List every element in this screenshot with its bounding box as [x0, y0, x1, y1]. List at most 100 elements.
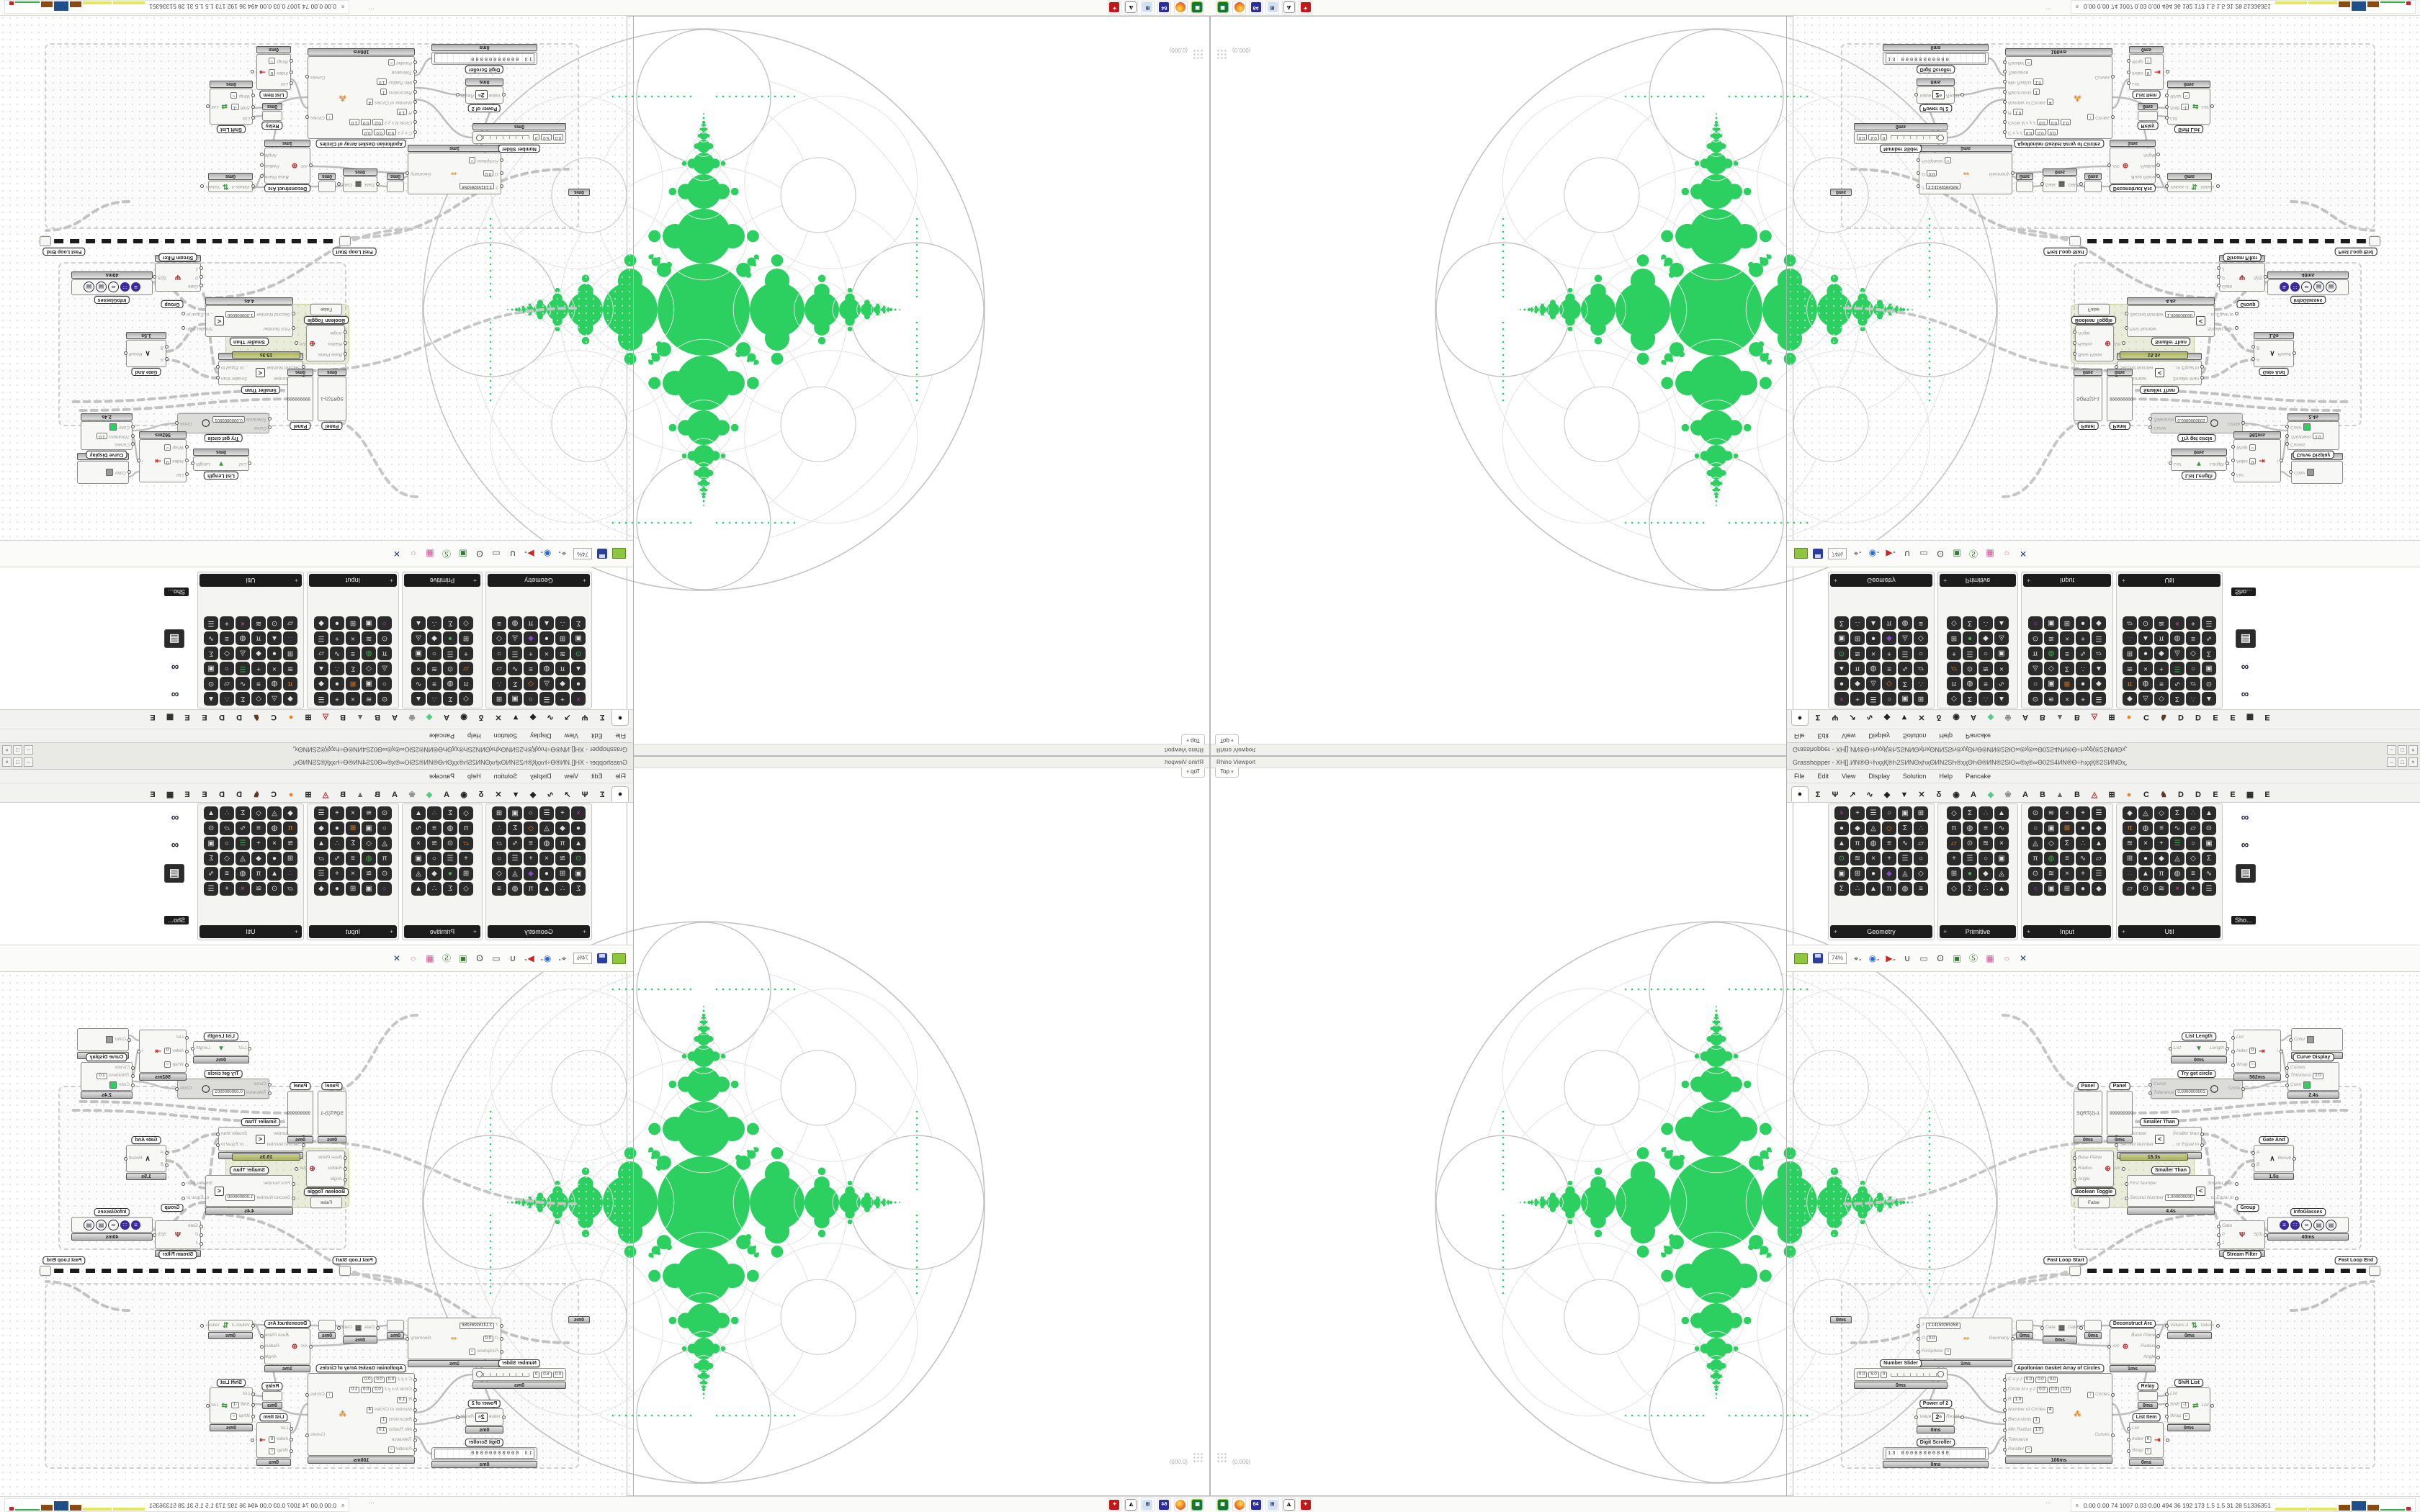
infoglasses-widget-icon[interactable]: ∞: [171, 811, 179, 824]
component-icon[interactable]: π: [1850, 837, 1865, 850]
menu-view[interactable]: View: [1842, 732, 1856, 739]
component-icon[interactable]: ☰: [508, 647, 522, 660]
menu-pancake[interactable]: Pancake: [1965, 732, 1991, 739]
toolbar-icon[interactable]: ▭: [1919, 953, 1928, 963]
component-icon[interactable]: ○: [2028, 822, 2043, 835]
gh-node[interactable]: SQRT(2)-1: [318, 1091, 346, 1135]
node-label[interactable]: Apollonian Gasket Array of Circles: [2013, 1364, 2105, 1372]
component-icon[interactable]: ×: [2138, 837, 2153, 850]
menu-help[interactable]: Help: [467, 732, 481, 739]
component-icon[interactable]: ◍: [508, 616, 522, 630]
component-icon[interactable]: ▱: [2123, 882, 2137, 896]
panel-label[interactable]: + Util: [200, 574, 302, 587]
component-icon[interactable]: ▲: [2138, 867, 2153, 881]
node-canvas[interactable]: List ▼ Length List Length 0ms List Index 0 Wrap ○…: [0, 972, 633, 1496]
gh-node[interactable]: 0.0 5.0 0: [472, 131, 566, 144]
component-icon[interactable]: ∿: [236, 677, 250, 690]
node-label[interactable]: Deconstruct Arc: [2109, 184, 2156, 192]
component-icon[interactable]: Σ: [443, 616, 457, 630]
toolbar-icon[interactable]: ▣: [1953, 953, 1961, 963]
component-icon[interactable]: π: [251, 867, 266, 881]
component-icon[interactable]: +: [2186, 616, 2200, 630]
component-icon[interactable]: ○: [1978, 647, 1993, 660]
component-icon[interactable]: ≋: [1850, 852, 1865, 865]
category-tab-3[interactable]: ↗: [1849, 791, 1856, 799]
category-tab-7[interactable]: ✕: [495, 713, 502, 721]
component-icon[interactable]: ▣: [411, 647, 426, 660]
component-icon[interactable]: ▣: [2044, 822, 2058, 835]
component-icon[interactable]: ⊞: [1850, 631, 1865, 645]
component-icon[interactable]: ◍: [362, 852, 376, 865]
component-icon[interactable]: ⊙: [1834, 647, 1849, 660]
component-icon[interactable]: ▲: [411, 616, 426, 630]
component-icon[interactable]: ◬: [2170, 852, 2184, 865]
component-icon[interactable]: ∴: [2076, 662, 2090, 675]
component-icon[interactable]: ▲: [571, 662, 586, 675]
category-tab-9[interactable]: ◉: [460, 713, 467, 721]
close-icon[interactable]: ×: [2408, 757, 2418, 767]
component-icon[interactable]: ◆: [1850, 677, 1865, 690]
toolbar-icon[interactable]: ⌖: [1852, 953, 1863, 964]
component-icon[interactable]: ☰: [204, 882, 218, 896]
component-icon[interactable]: ☰: [2092, 692, 2106, 706]
category-tab-14[interactable]: B: [2040, 791, 2045, 799]
component-icon[interactable]: Σ: [1898, 677, 1912, 690]
component-icon[interactable]: ◍: [539, 837, 554, 850]
component-icon[interactable]: ▣: [1834, 631, 1849, 645]
menu-display[interactable]: Display: [1868, 732, 1890, 739]
component-icon[interactable]: ⊙: [443, 662, 457, 675]
component-icon[interactable]: ◬: [2028, 662, 2043, 675]
category-tab-19[interactable]: ●: [288, 713, 294, 721]
component-icon[interactable]: ▱: [2092, 852, 2106, 865]
component-icon[interactable]: ⊙: [2138, 882, 2153, 896]
node-label[interactable]: Panel: [2077, 1082, 2099, 1090]
node-label[interactable]: Smaller Than: [241, 1118, 280, 1126]
gh-node[interactable]: List Index 0 Wrap ○ ⇥ i: [256, 54, 291, 90]
component-icon[interactable]: ≡: [2060, 852, 2074, 865]
component-icon[interactable]: ≋: [2123, 662, 2137, 675]
infoglasses-widget-icon[interactable]: ▤: [2236, 864, 2256, 883]
component-icon[interactable]: ◇: [524, 822, 538, 835]
node-label[interactable]: Panel: [290, 1082, 311, 1090]
gh-node[interactable]: Values A ⇅ Values: [205, 181, 253, 192]
component-icon[interactable]: ◍: [508, 882, 522, 896]
gh-node[interactable]: ≡ ∷ ∞ ▤ ▤: [2267, 1217, 2349, 1233]
gh-node[interactable]: [2084, 181, 2102, 192]
component-icon[interactable]: +: [1947, 852, 1961, 865]
category-tab-12[interactable]: ❀: [408, 791, 416, 799]
component-icon[interactable]: ◬: [2028, 837, 2043, 850]
component-icon[interactable]: ≡: [2186, 631, 2200, 645]
minimize-icon[interactable]: –: [24, 757, 33, 767]
component-icon[interactable]: +: [2076, 631, 2090, 645]
gh-node[interactable]: [40, 1266, 51, 1276]
component-icon[interactable]: ×: [1994, 662, 2009, 675]
component-icon[interactable]: ◬: [411, 867, 426, 881]
component-icon[interactable]: ○: [2186, 662, 2200, 675]
node-label[interactable]: InfoGlasses: [94, 1208, 130, 1216]
gh-node[interactable]: Base Plane Radius Angle ⊕ Arc: [300, 325, 345, 361]
component-icon[interactable]: Σ: [571, 616, 586, 630]
component-icon[interactable]: ≡: [1914, 616, 1928, 630]
component-icon[interactable]: ⊞: [492, 692, 506, 706]
node-label[interactable]: List Item: [2132, 91, 2161, 99]
component-icon[interactable]: Σ: [508, 822, 522, 835]
menu-display[interactable]: Display: [530, 732, 552, 739]
category-tab-26[interactable]: ▦: [2246, 713, 2254, 721]
component-icon[interactable]: ∴: [1978, 882, 1993, 896]
toolbar-icon[interactable]: ▶: [1885, 548, 1896, 559]
component-icon[interactable]: ◍: [2044, 852, 2058, 865]
component-icon[interactable]: ▣: [362, 616, 376, 630]
category-tab-13[interactable]: A: [2022, 713, 2028, 721]
component-icon[interactable]: ◍: [1963, 677, 1977, 690]
component-icon[interactable]: ⊙: [2202, 677, 2216, 690]
component-icon[interactable]: ●: [1963, 631, 1977, 645]
gh-node[interactable]: List ▼ Length: [193, 456, 249, 471]
component-icon[interactable]: ◆: [1978, 631, 1993, 645]
component-icon[interactable]: ◆: [2092, 677, 2106, 690]
component-icon[interactable]: ⊞: [2060, 616, 2074, 630]
component-icon[interactable]: ×: [1834, 806, 1849, 820]
component-icon[interactable]: ∴: [220, 806, 234, 820]
component-icon[interactable]: ∿: [2170, 822, 2184, 835]
category-tab-22[interactable]: D: [236, 791, 242, 799]
node-label[interactable]: Relay: [261, 1382, 283, 1390]
